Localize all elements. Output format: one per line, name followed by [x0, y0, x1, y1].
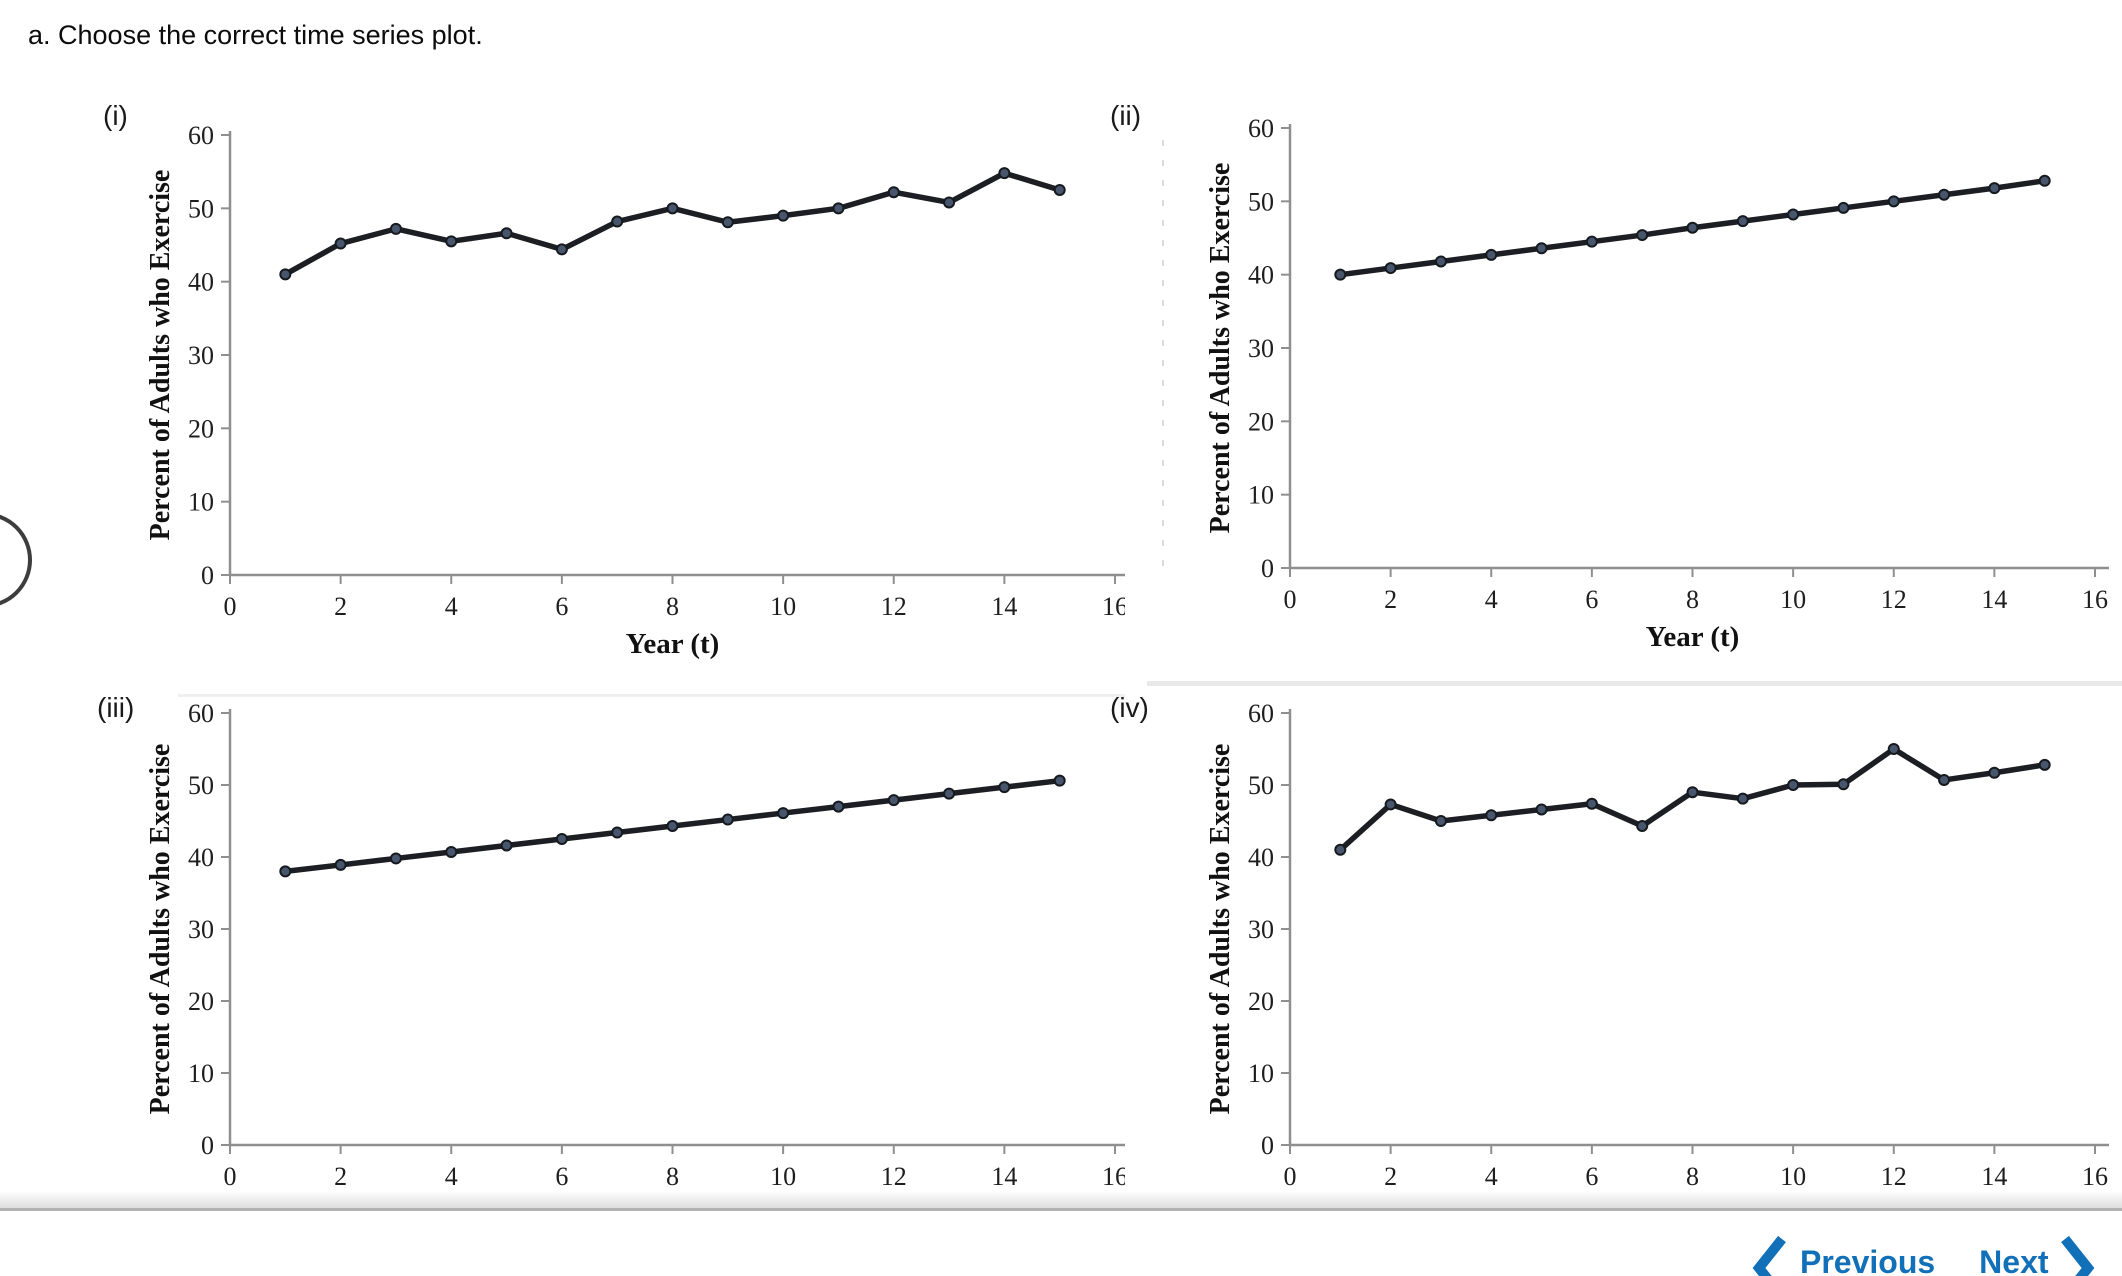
svg-text:30: 30 [188, 915, 214, 944]
svg-text:20: 20 [1248, 987, 1274, 1016]
svg-text:0: 0 [201, 561, 214, 590]
svg-text:8: 8 [1686, 1162, 1699, 1191]
svg-text:60: 60 [1248, 699, 1274, 728]
svg-text:12: 12 [881, 592, 907, 621]
time-series-chart-ii: 0 10 20 30 40 50 60 0 2 4 6 8 10 12 14 16 Percent of Adu… [1205, 114, 2109, 653]
chart-option-i[interactable]: 0 10 20 30 40 50 60 0 2 4 6 8 10 12 14 16 Percent of Adu… [95, 95, 1125, 660]
option-label-iii: (iii) [97, 692, 135, 723]
svg-text:10: 10 [1248, 1059, 1274, 1088]
svg-text:Year (t): Year (t) [626, 628, 720, 660]
svg-text:16: 16 [2082, 585, 2108, 614]
svg-text:60: 60 [188, 699, 214, 728]
svg-text:4: 4 [445, 592, 458, 621]
svg-text:20: 20 [1248, 407, 1274, 436]
svg-text:16: 16 [2082, 1162, 2108, 1191]
svg-text:0: 0 [1284, 585, 1297, 614]
svg-text:0: 0 [224, 1162, 237, 1191]
svg-text:4: 4 [1485, 1162, 1498, 1191]
scan-edge-dots [1162, 140, 1164, 570]
svg-text:12: 12 [881, 1162, 907, 1191]
option-label-ii: (ii) [1110, 100, 1142, 131]
svg-text:0: 0 [224, 592, 237, 621]
svg-text:50: 50 [1248, 187, 1274, 216]
svg-text:0: 0 [1261, 554, 1274, 583]
svg-text:60: 60 [188, 121, 214, 150]
scan-edge-strip [1147, 681, 2122, 686]
page-edge-circle [0, 512, 32, 608]
svg-text:0: 0 [1284, 1162, 1297, 1191]
svg-text:10: 10 [1780, 585, 1806, 614]
next-button[interactable]: Next [1979, 1236, 2094, 1276]
scan-edge-strip [178, 694, 1125, 697]
svg-text:40: 40 [188, 268, 214, 297]
svg-text:30: 30 [1248, 334, 1274, 363]
chart-option-iv[interactable]: 0 10 20 30 40 50 60 0 2 4 6 8 10 12 14 16 Percent of Adu… [1155, 675, 2122, 1203]
svg-text:50: 50 [188, 194, 214, 223]
svg-text:40: 40 [1248, 843, 1274, 872]
svg-text:Percent of Adults who Exercise: Percent of Adults who Exercise [1205, 163, 1236, 534]
previous-button[interactable]: Previous [1752, 1236, 1935, 1276]
svg-text:40: 40 [188, 843, 214, 872]
svg-text:60: 60 [1248, 114, 1274, 143]
svg-text:6: 6 [1585, 585, 1598, 614]
svg-text:6: 6 [555, 1162, 568, 1191]
svg-text:8: 8 [666, 1162, 679, 1191]
chevron-right-icon [2060, 1236, 2094, 1276]
svg-text:14: 14 [1981, 585, 2007, 614]
svg-text:40: 40 [1248, 261, 1274, 290]
svg-text:20: 20 [188, 987, 214, 1016]
svg-text:2: 2 [1384, 1162, 1397, 1191]
svg-text:10: 10 [770, 592, 796, 621]
svg-text:12: 12 [1881, 585, 1907, 614]
svg-text:10: 10 [1780, 1162, 1806, 1191]
svg-text:10: 10 [1248, 481, 1274, 510]
svg-text:8: 8 [1686, 585, 1699, 614]
svg-text:0: 0 [1261, 1131, 1274, 1160]
svg-text:6: 6 [1585, 1162, 1598, 1191]
pager: Previous Next [1752, 1236, 2095, 1276]
svg-text:30: 30 [188, 341, 214, 370]
svg-text:14: 14 [1981, 1162, 2007, 1191]
time-series-chart-iii: 0 10 20 30 40 50 60 0 2 4 6 8 10 12 14 16 Percent of Adu… [145, 699, 1125, 1203]
chart-option-ii[interactable]: 0 10 20 30 40 50 60 0 2 4 6 8 10 12 14 16 Percent of Adu… [1155, 90, 2122, 660]
svg-text:50: 50 [1248, 771, 1274, 800]
svg-text:Percent of Adults who Exercise: Percent of Adults who Exercise [1205, 744, 1236, 1115]
svg-text:2: 2 [334, 1162, 347, 1191]
svg-text:0: 0 [201, 1131, 214, 1160]
svg-text:10: 10 [188, 488, 214, 517]
svg-text:14: 14 [991, 1162, 1017, 1191]
svg-text:16: 16 [1102, 1162, 1125, 1191]
option-label-iv: (iv) [1110, 692, 1149, 723]
chevron-left-icon [1752, 1236, 1786, 1276]
svg-text:10: 10 [188, 1059, 214, 1088]
svg-text:12: 12 [1881, 1162, 1907, 1191]
svg-text:4: 4 [1485, 585, 1498, 614]
svg-text:2: 2 [334, 592, 347, 621]
section-divider [0, 1192, 2122, 1211]
svg-text:30: 30 [1248, 915, 1274, 944]
option-label-i: (i) [103, 100, 128, 131]
svg-text:6: 6 [555, 592, 568, 621]
svg-text:Percent of Adults who Exercise: Percent of Adults who Exercise [145, 170, 176, 541]
svg-text:4: 4 [445, 1162, 458, 1191]
svg-text:10: 10 [770, 1162, 796, 1191]
next-label: Next [1979, 1244, 2049, 1276]
svg-text:20: 20 [188, 414, 214, 443]
svg-text:Year (t): Year (t) [1646, 621, 1740, 653]
svg-text:8: 8 [666, 592, 679, 621]
time-series-chart-i: 0 10 20 30 40 50 60 0 2 4 6 8 10 12 14 16 Percent of Adu… [145, 121, 1125, 660]
svg-text:16: 16 [1102, 592, 1125, 621]
svg-text:Percent of Adults who Exercise: Percent of Adults who Exercise [145, 744, 176, 1115]
svg-text:50: 50 [188, 771, 214, 800]
time-series-chart-iv: 0 10 20 30 40 50 60 0 2 4 6 8 10 12 14 16 Percent of Adu… [1205, 699, 2109, 1203]
chart-option-iii[interactable]: 0 10 20 30 40 50 60 0 2 4 6 8 10 12 14 16 Percent of Adu… [95, 675, 1125, 1203]
svg-text:14: 14 [991, 592, 1017, 621]
svg-text:2: 2 [1384, 585, 1397, 614]
previous-label: Previous [1800, 1244, 1936, 1276]
question-title: a. Choose the correct time series plot. [28, 20, 483, 50]
